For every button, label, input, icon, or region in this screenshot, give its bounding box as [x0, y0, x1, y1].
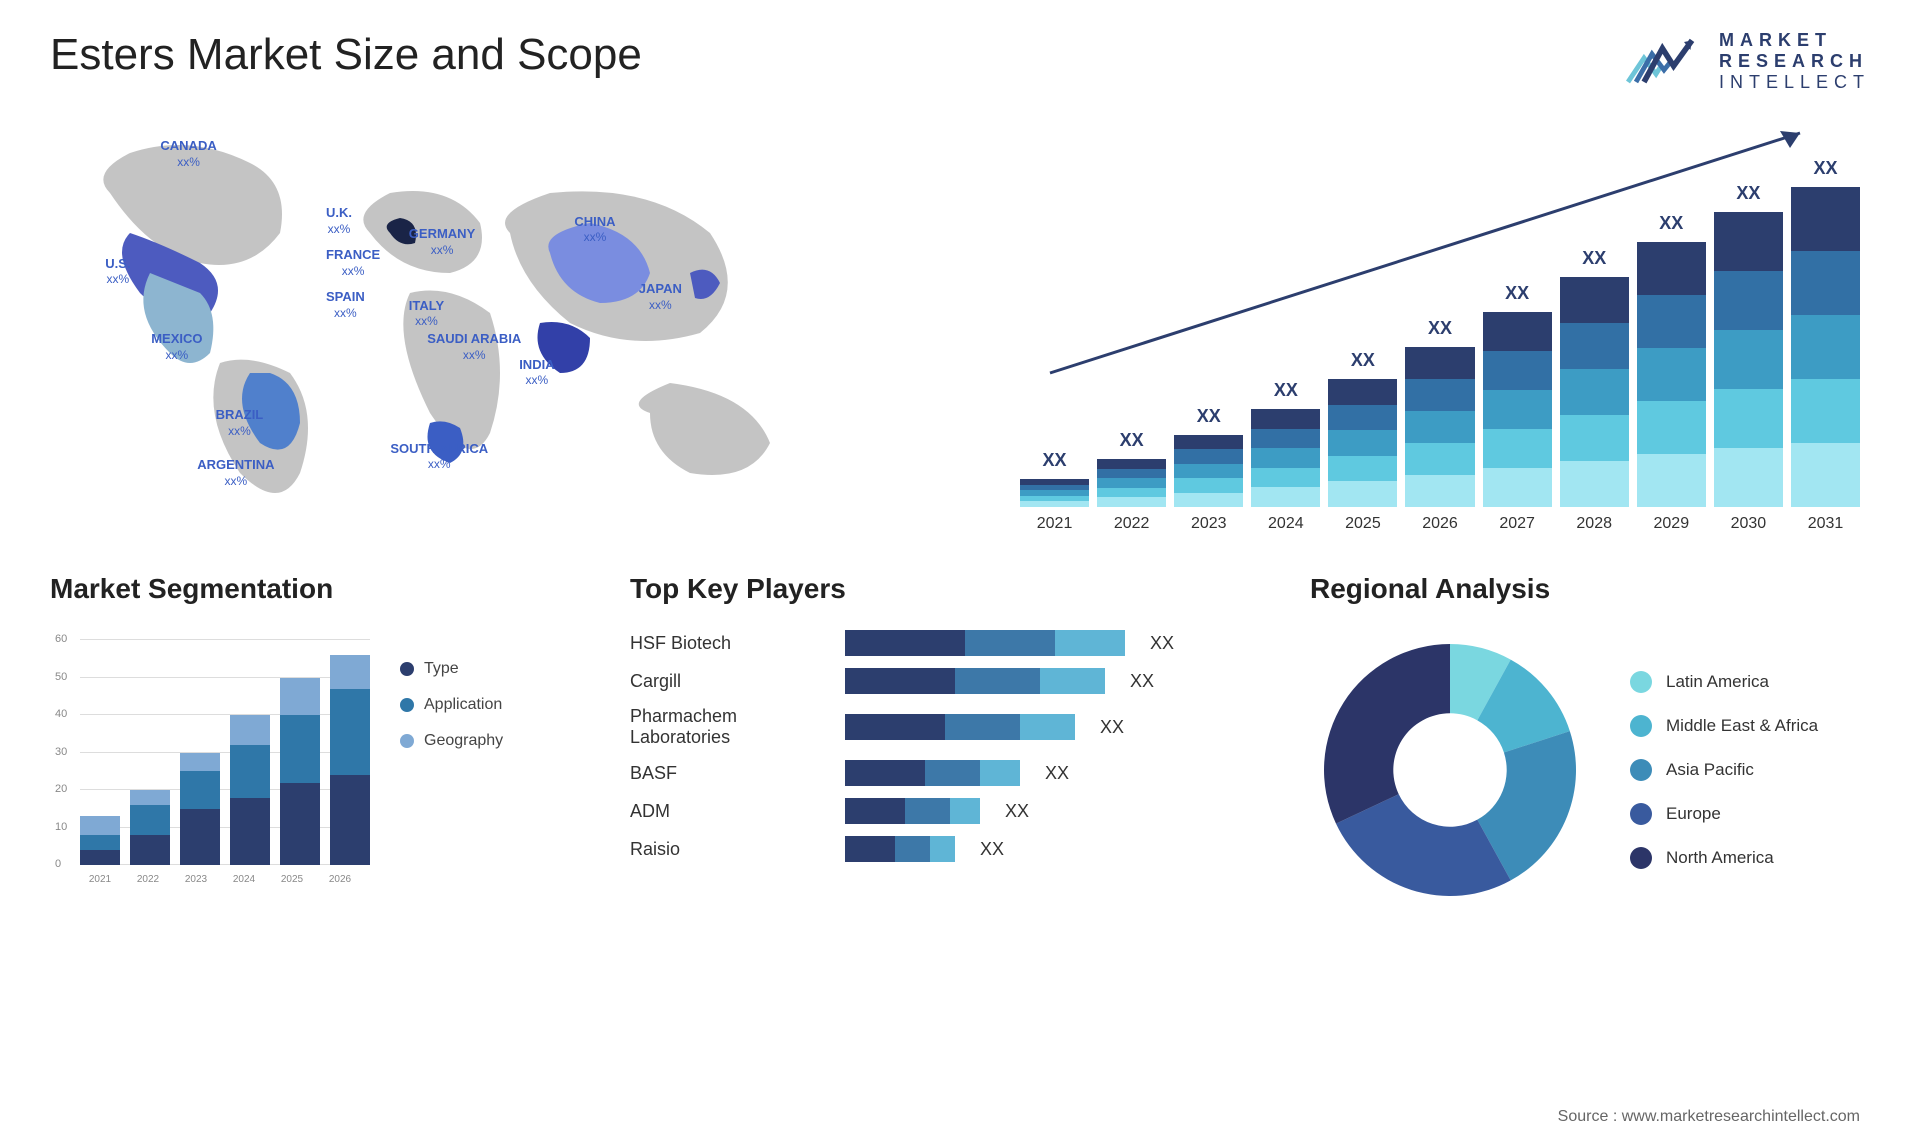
legend-item: Type — [400, 660, 503, 678]
growth-bar: XX2027 — [1483, 283, 1552, 533]
page-title: Esters Market Size and Scope — [50, 30, 642, 80]
players-section: Top Key Players HSF BiotechXX CargillXX Ph… — [630, 573, 1250, 910]
logo: MARKET RESEARCH INTELLECT — [1624, 30, 1870, 93]
map-label: U.S.xx% — [105, 256, 130, 287]
segmentation-legend: Type Application Geography — [400, 660, 503, 890]
growth-bar: XX2023 — [1174, 406, 1243, 533]
map-label: U.K.xx% — [326, 205, 352, 236]
logo-line3: INTELLECT — [1719, 72, 1870, 93]
world-map: CANADAxx% U.S.xx% MEXICOxx% BRAZILxx% ARGENT… — [50, 113, 970, 533]
growth-bar: XX2021 — [1020, 450, 1089, 533]
regional-title: Regional Analysis — [1310, 573, 1870, 605]
map-label: ITALYxx% — [409, 298, 444, 329]
legend-item: North America — [1630, 847, 1818, 869]
map-label: MEXICOxx% — [151, 331, 202, 362]
logo-line2: RESEARCH — [1719, 51, 1870, 72]
segmentation-bar — [80, 816, 120, 865]
donut-chart — [1310, 630, 1590, 910]
player-row: Pharmachem LaboratoriesXX — [630, 706, 1250, 748]
legend-item: Europe — [1630, 803, 1818, 825]
growth-bar: XX2024 — [1251, 380, 1320, 533]
segmentation-bar — [130, 790, 170, 865]
donut-slice — [1324, 644, 1450, 824]
map-label: BRAZILxx% — [216, 407, 264, 438]
segmentation-bar — [180, 753, 220, 866]
segmentation-bar — [280, 678, 320, 866]
regional-section: Regional Analysis Latin America Middle Ea… — [1310, 573, 1870, 910]
header: Esters Market Size and Scope MARKET RESE… — [50, 30, 1870, 93]
player-row: ADMXX — [630, 798, 1250, 824]
map-label: INDIAxx% — [519, 357, 554, 388]
player-row: BASFXX — [630, 760, 1250, 786]
map-label: SPAINxx% — [326, 289, 365, 320]
players-title: Top Key Players — [630, 573, 1250, 605]
segmentation-bar — [230, 715, 270, 865]
map-label: ARGENTINAxx% — [197, 457, 274, 488]
map-label: GERMANYxx% — [409, 226, 475, 257]
legend-item: Asia Pacific — [1630, 759, 1818, 781]
source-text: Source : www.marketresearchintellect.com — [1558, 1108, 1860, 1126]
segmentation-section: Market Segmentation 0102030405060 202120… — [50, 573, 570, 910]
growth-bar: XX2029 — [1637, 213, 1706, 533]
player-row: HSF BiotechXX — [630, 630, 1250, 656]
growth-bar: XX2026 — [1405, 318, 1474, 533]
growth-bar: XX2028 — [1560, 248, 1629, 533]
map-label: FRANCExx% — [326, 247, 380, 278]
map-label: CHINAxx% — [574, 214, 615, 245]
legend-item: Geography — [400, 732, 503, 750]
map-label: CANADAxx% — [160, 138, 216, 169]
map-svg — [50, 113, 970, 533]
segmentation-chart: 0102030405060 202120222023202420252026 — [50, 630, 370, 890]
legend-item: Application — [400, 696, 503, 714]
map-label: SAUDI ARABIAxx% — [427, 331, 521, 362]
map-label: JAPANxx% — [639, 281, 682, 312]
player-row: CargillXX — [630, 668, 1250, 694]
growth-bar: XX2022 — [1097, 430, 1166, 533]
logo-icon — [1624, 32, 1704, 92]
donut-legend: Latin America Middle East & Africa Asia Pa… — [1630, 671, 1818, 869]
player-row: RaisioXX — [630, 836, 1250, 862]
growth-bar: XX2030 — [1714, 183, 1783, 533]
segmentation-bar — [330, 655, 370, 865]
logo-line1: MARKET — [1719, 30, 1870, 51]
segmentation-title: Market Segmentation — [50, 573, 570, 605]
legend-item: Middle East & Africa — [1630, 715, 1818, 737]
growth-bar: XX2031 — [1791, 158, 1860, 533]
legend-item: Latin America — [1630, 671, 1818, 693]
growth-bar: XX2025 — [1328, 350, 1397, 533]
map-label: SOUTH AFRICAxx% — [390, 441, 488, 472]
growth-chart: XX2021XX2022XX2023XX2024XX2025XX2026XX20… — [1010, 113, 1870, 533]
